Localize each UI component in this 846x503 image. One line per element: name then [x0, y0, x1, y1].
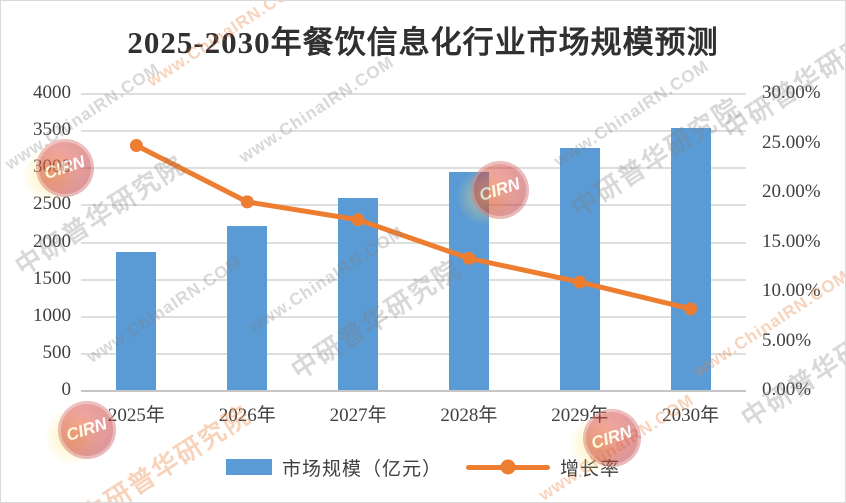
- chart-title: 2025-2030年餐饮信息化行业市场规模预测: [127, 25, 719, 60]
- line-point-2026年: [240, 195, 254, 209]
- bar-2026年: [227, 225, 268, 390]
- legend-line-marker: [500, 459, 516, 475]
- grid-line: [81, 130, 746, 133]
- line-point-2027年: [351, 213, 365, 227]
- x-axis-tick-label: 2026年: [218, 405, 276, 426]
- plot-area: [81, 93, 746, 392]
- grid-line: [81, 315, 746, 318]
- grid-line: [81, 241, 746, 244]
- bar-2027年: [338, 197, 379, 390]
- watermark-text: 中研普华研究院: [736, 302, 846, 434]
- legend-bar-label: 市场规模（亿元）: [281, 458, 442, 480]
- grid-line: [81, 93, 746, 95]
- legend: 市场规模（亿元） 增长率: [1, 453, 845, 481]
- line-series: [129, 138, 698, 316]
- watermark-logo-text: CIRN: [64, 414, 110, 445]
- x-axis-tick-label: 2029年: [551, 405, 609, 426]
- grid-line: [81, 167, 746, 170]
- right-axis-tick-label: 30.00%: [762, 82, 821, 103]
- line-point-2029年: [573, 275, 587, 289]
- right-axis-tick-label: 20.00%: [762, 181, 821, 202]
- left-axis-tick-label: 3500: [33, 119, 71, 141]
- bar-2025年: [116, 251, 157, 390]
- grid-line: [81, 352, 746, 355]
- legend-line-swatch: [466, 459, 550, 475]
- right-axis-tick-label: 5.00%: [762, 329, 812, 351]
- left-axis-tick-label: 0: [61, 379, 72, 400]
- line-point-2028年: [462, 251, 476, 265]
- x-axis-tick-label: 2030年: [662, 405, 720, 426]
- grid-line: [81, 204, 746, 207]
- bar-2029年: [559, 147, 600, 390]
- line-point-2025年: [129, 138, 143, 152]
- line-point-2030年: [684, 302, 698, 316]
- right-axis-tick-label: 10.00%: [762, 280, 821, 301]
- left-axis-tick-label: 1000: [33, 304, 71, 326]
- right-axis-tick-label: 25.00%: [762, 131, 821, 153]
- grid-line: [81, 278, 746, 281]
- left-axis-tick-label: 2000: [33, 230, 71, 252]
- left-axis-tick-label: 3000: [33, 156, 71, 178]
- grid-line: [81, 390, 746, 392]
- x-axis-tick-label: 2028年: [440, 405, 498, 426]
- left-axis-tick-label: 1500: [33, 267, 71, 289]
- right-axis-tick-label: 15.00%: [762, 230, 821, 252]
- bar-2030年: [670, 127, 711, 390]
- right-axis-tick-label: 0.00%: [762, 379, 812, 400]
- left-axis-tick-label: 4000: [33, 82, 71, 103]
- left-axis-tick-label: 500: [42, 341, 72, 363]
- x-axis-tick-label: 2025年: [107, 405, 165, 426]
- growth-line: [133, 142, 694, 312]
- legend-bar-swatch: [225, 459, 272, 475]
- x-axis-tick-label: 2027年: [329, 405, 387, 426]
- legend-line-label: 增长率: [560, 458, 621, 480]
- left-axis-tick-label: 2500: [33, 193, 71, 215]
